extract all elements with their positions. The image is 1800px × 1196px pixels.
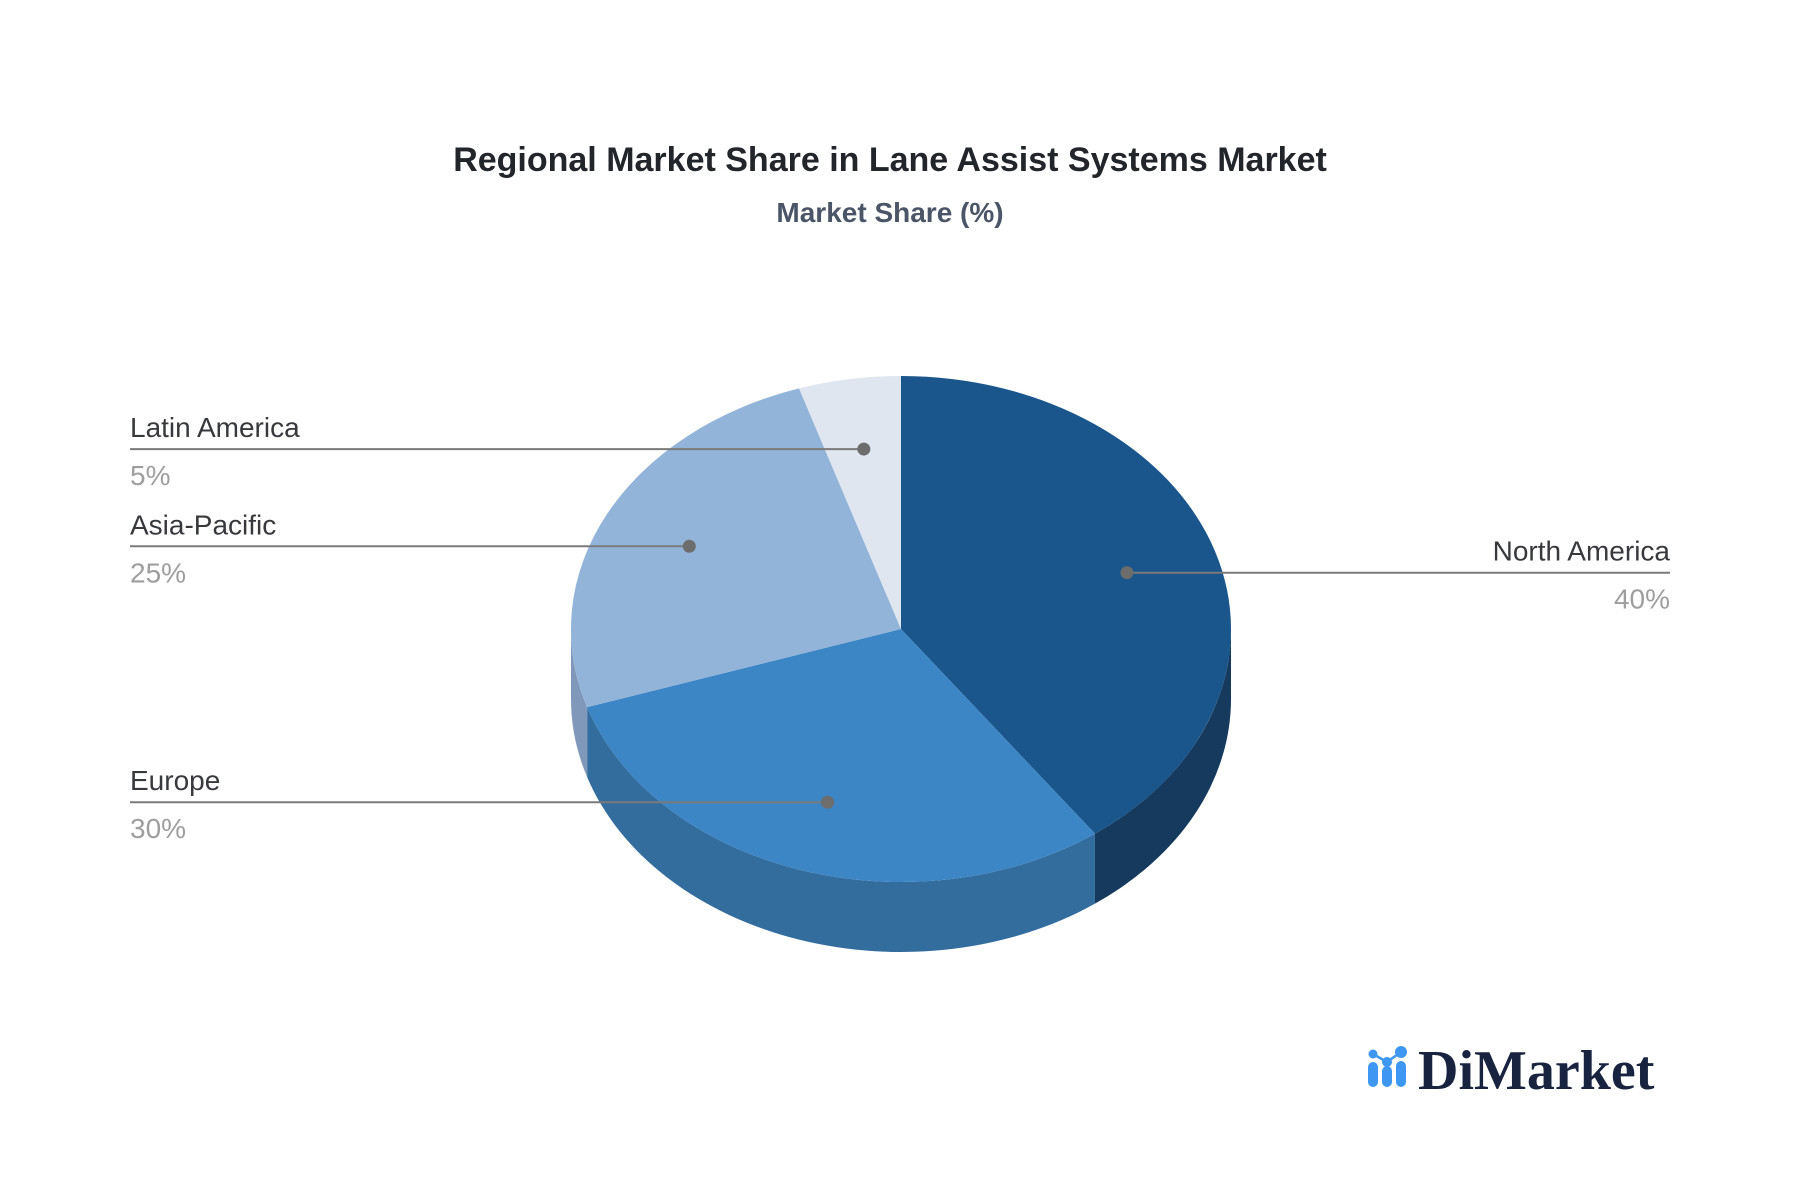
slice-value-asia-pacific: 25% <box>130 557 186 588</box>
pie-slice-north-america <box>901 376 1231 834</box>
slice-label-asia-pacific: Asia-Pacific <box>130 509 276 540</box>
slice-label-europe: Europe <box>130 765 220 796</box>
logo: DiMarket <box>1368 1040 1655 1102</box>
leader-dot-asia-pacific <box>682 539 696 553</box>
pie-slice-side-asia-pacific <box>571 629 588 778</box>
pie-slice-europe <box>587 629 1095 882</box>
slice-value-north-america: 40% <box>1614 584 1670 615</box>
leader-dot-europe <box>821 795 835 809</box>
leader-dot-north-america <box>1120 566 1134 580</box>
pie-slice-latin-america <box>799 376 901 629</box>
slice-value-europe: 30% <box>130 813 186 844</box>
slice-value-latin-america: 5% <box>130 460 170 491</box>
slice-label-north-america: North America <box>1493 536 1671 567</box>
leader-dot-latin-america <box>857 442 871 456</box>
pie-slice-side-north-america <box>1094 629 1231 904</box>
pie-slice-side-europe <box>587 707 1095 952</box>
chart-title: Regional Market Share in Lane Assist Sys… <box>453 141 1327 179</box>
pie-slice-asia-pacific <box>570 388 901 708</box>
chart-subtitle: Market Share (%) <box>776 197 1003 228</box>
logo-text: DiMarket <box>1418 1040 1655 1102</box>
pie-plot-area: North America 40% Europe 30% Asia-Pacific 25%… <box>130 376 1670 952</box>
slice-label-latin-america: Latin America <box>130 412 300 443</box>
bar-chart-trend-icon <box>1368 1046 1407 1087</box>
